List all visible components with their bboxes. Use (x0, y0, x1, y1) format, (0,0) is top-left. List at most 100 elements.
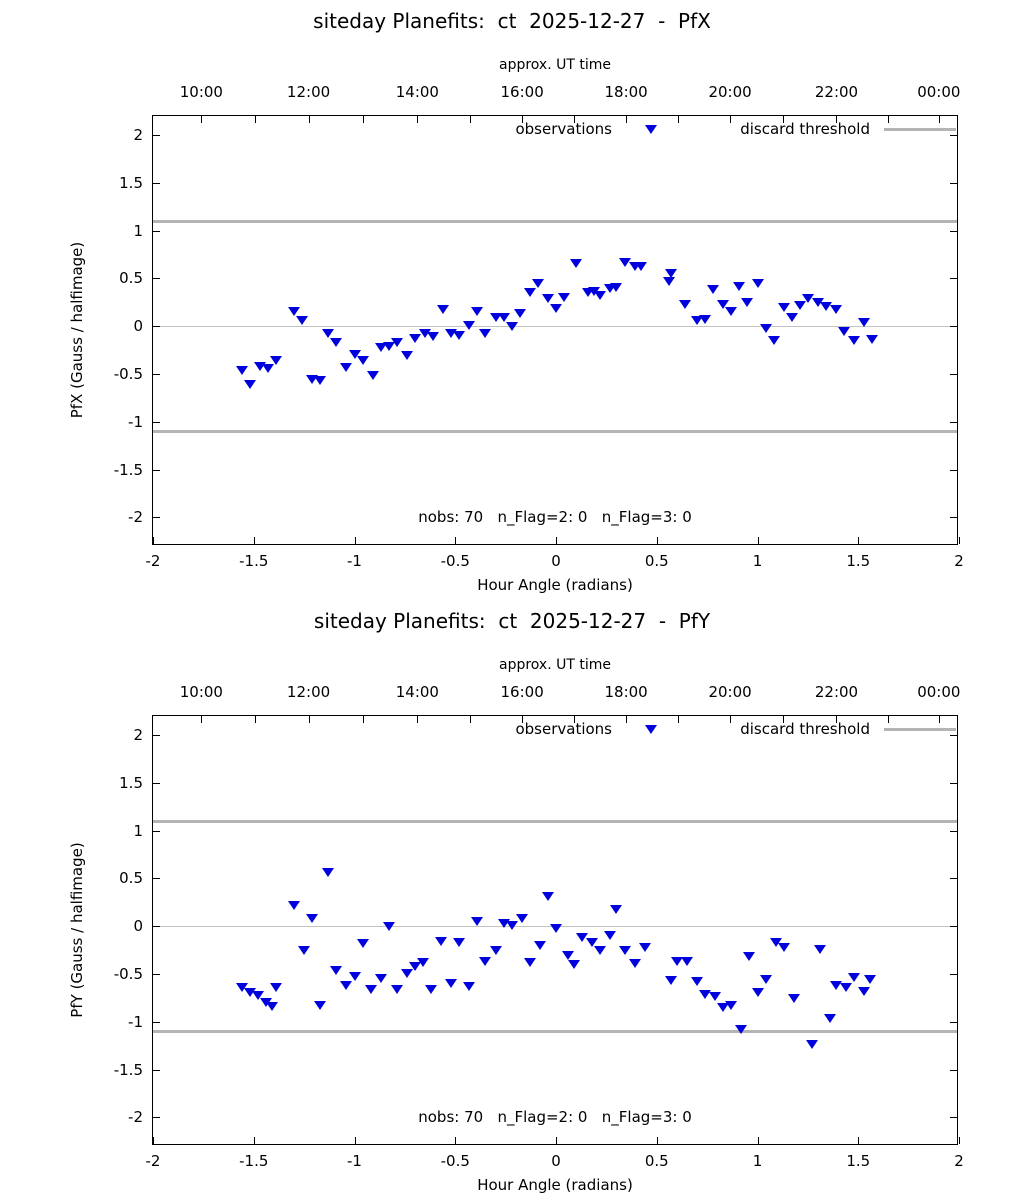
ut-minor-tick (678, 716, 680, 723)
data-point (699, 314, 712, 324)
data-point (437, 305, 450, 315)
data-point (435, 936, 448, 946)
data-point (680, 956, 693, 966)
x-tick-label: 0.5 (644, 1152, 669, 1170)
data-point (769, 938, 782, 948)
data-point (725, 1000, 738, 1010)
x-tick-label: 0.5 (644, 552, 669, 570)
data-point (858, 987, 871, 997)
data-point (348, 971, 361, 981)
legend-observations-label: observations (515, 120, 612, 138)
data-point (523, 957, 536, 967)
x-tick (556, 1137, 557, 1144)
data-point (858, 318, 871, 328)
x-tick (455, 537, 457, 544)
ut-tick (836, 116, 838, 123)
data-point (259, 997, 272, 1007)
data-point (864, 974, 877, 984)
data-point (356, 355, 369, 365)
ut-minor-tick (469, 116, 471, 123)
data-point (699, 990, 712, 1000)
data-point (471, 306, 484, 316)
data-point (269, 983, 282, 993)
top-axis-title: approx. UT time (499, 657, 611, 673)
data-point (717, 300, 730, 310)
data-point (322, 328, 335, 338)
data-point (417, 957, 429, 967)
chart-title-pfy: siteday Planefits: ct 2025-12-27 - PfY (313, 609, 711, 633)
x-tick (858, 1137, 860, 1144)
x-tick-label: 0 (551, 1152, 561, 1170)
data-point (586, 938, 599, 948)
x-tick-label: 1.5 (846, 552, 871, 570)
data-point (691, 316, 704, 326)
data-point (479, 328, 492, 338)
data-point (759, 974, 772, 984)
data-point (604, 284, 617, 293)
data-point (709, 991, 722, 1001)
data-point (787, 993, 800, 1003)
data-point (471, 917, 484, 927)
x-tick (556, 537, 557, 544)
y-tick-label: 2 (133, 726, 143, 745)
data-point (741, 298, 754, 308)
y-tick (153, 926, 160, 928)
data-point (588, 286, 601, 296)
data-point (364, 985, 377, 995)
data-point (243, 379, 256, 389)
data-point (610, 905, 623, 915)
ut-tick (730, 716, 732, 723)
data-point (664, 268, 677, 278)
x-tick-label: -1 (347, 1152, 362, 1170)
x-tick (656, 1137, 658, 1144)
data-point (568, 960, 581, 970)
data-point (340, 980, 353, 990)
plot-area-pfx: -2 -1.5 -1 -0.5 0 0.5 1 1.5 2 10:00 12:00 14:00 16:0… (114, 83, 964, 570)
data-point (777, 303, 790, 313)
data-point (824, 1013, 837, 1023)
data-point (634, 262, 647, 272)
data-point (400, 350, 413, 360)
discard-threshold-line (153, 219, 957, 223)
data-point (374, 343, 387, 353)
data-point (610, 283, 623, 293)
x-tick (253, 537, 255, 544)
data-point (445, 978, 458, 988)
data-point (382, 342, 395, 352)
y-tick-mirror (950, 878, 957, 880)
data-point (733, 282, 746, 292)
ut-tick (836, 716, 838, 723)
y-tick (153, 1069, 160, 1071)
data-point (662, 277, 675, 287)
ut-tick-label: 22:00 (814, 683, 859, 701)
data-point (570, 259, 583, 269)
data-point (382, 922, 395, 932)
data-point (497, 919, 510, 929)
ut-tick (938, 116, 940, 123)
y-tick-mirror (950, 926, 957, 928)
legend-threshold-line (884, 728, 956, 731)
y-tick-mirror (950, 830, 957, 832)
x-tick (858, 537, 860, 544)
data-point (265, 1001, 278, 1011)
data-point (717, 1003, 730, 1013)
y-axis-title: PfX (Gauss / halfimage) (68, 241, 86, 419)
data-point (725, 306, 738, 316)
data-point (314, 375, 327, 385)
data-point (735, 1025, 748, 1035)
x-tick-label: -1.5 (239, 552, 269, 570)
x-tick-label: 1.5 (846, 1152, 871, 1170)
x-tick-label: -2 (145, 1152, 161, 1170)
data-point (453, 330, 466, 340)
legend-threshold-label: discard threshold (740, 720, 870, 738)
discard-threshold-line (153, 819, 957, 823)
data-point (497, 312, 510, 322)
y-tick (153, 878, 160, 880)
y-tick (153, 230, 160, 232)
data-point (463, 321, 476, 331)
ut-tick-label: 10:00 (179, 83, 223, 101)
legend-observations-marker (645, 125, 657, 134)
discard-threshold-line (153, 429, 957, 433)
y-tick-label: -1.5 (113, 1060, 143, 1079)
